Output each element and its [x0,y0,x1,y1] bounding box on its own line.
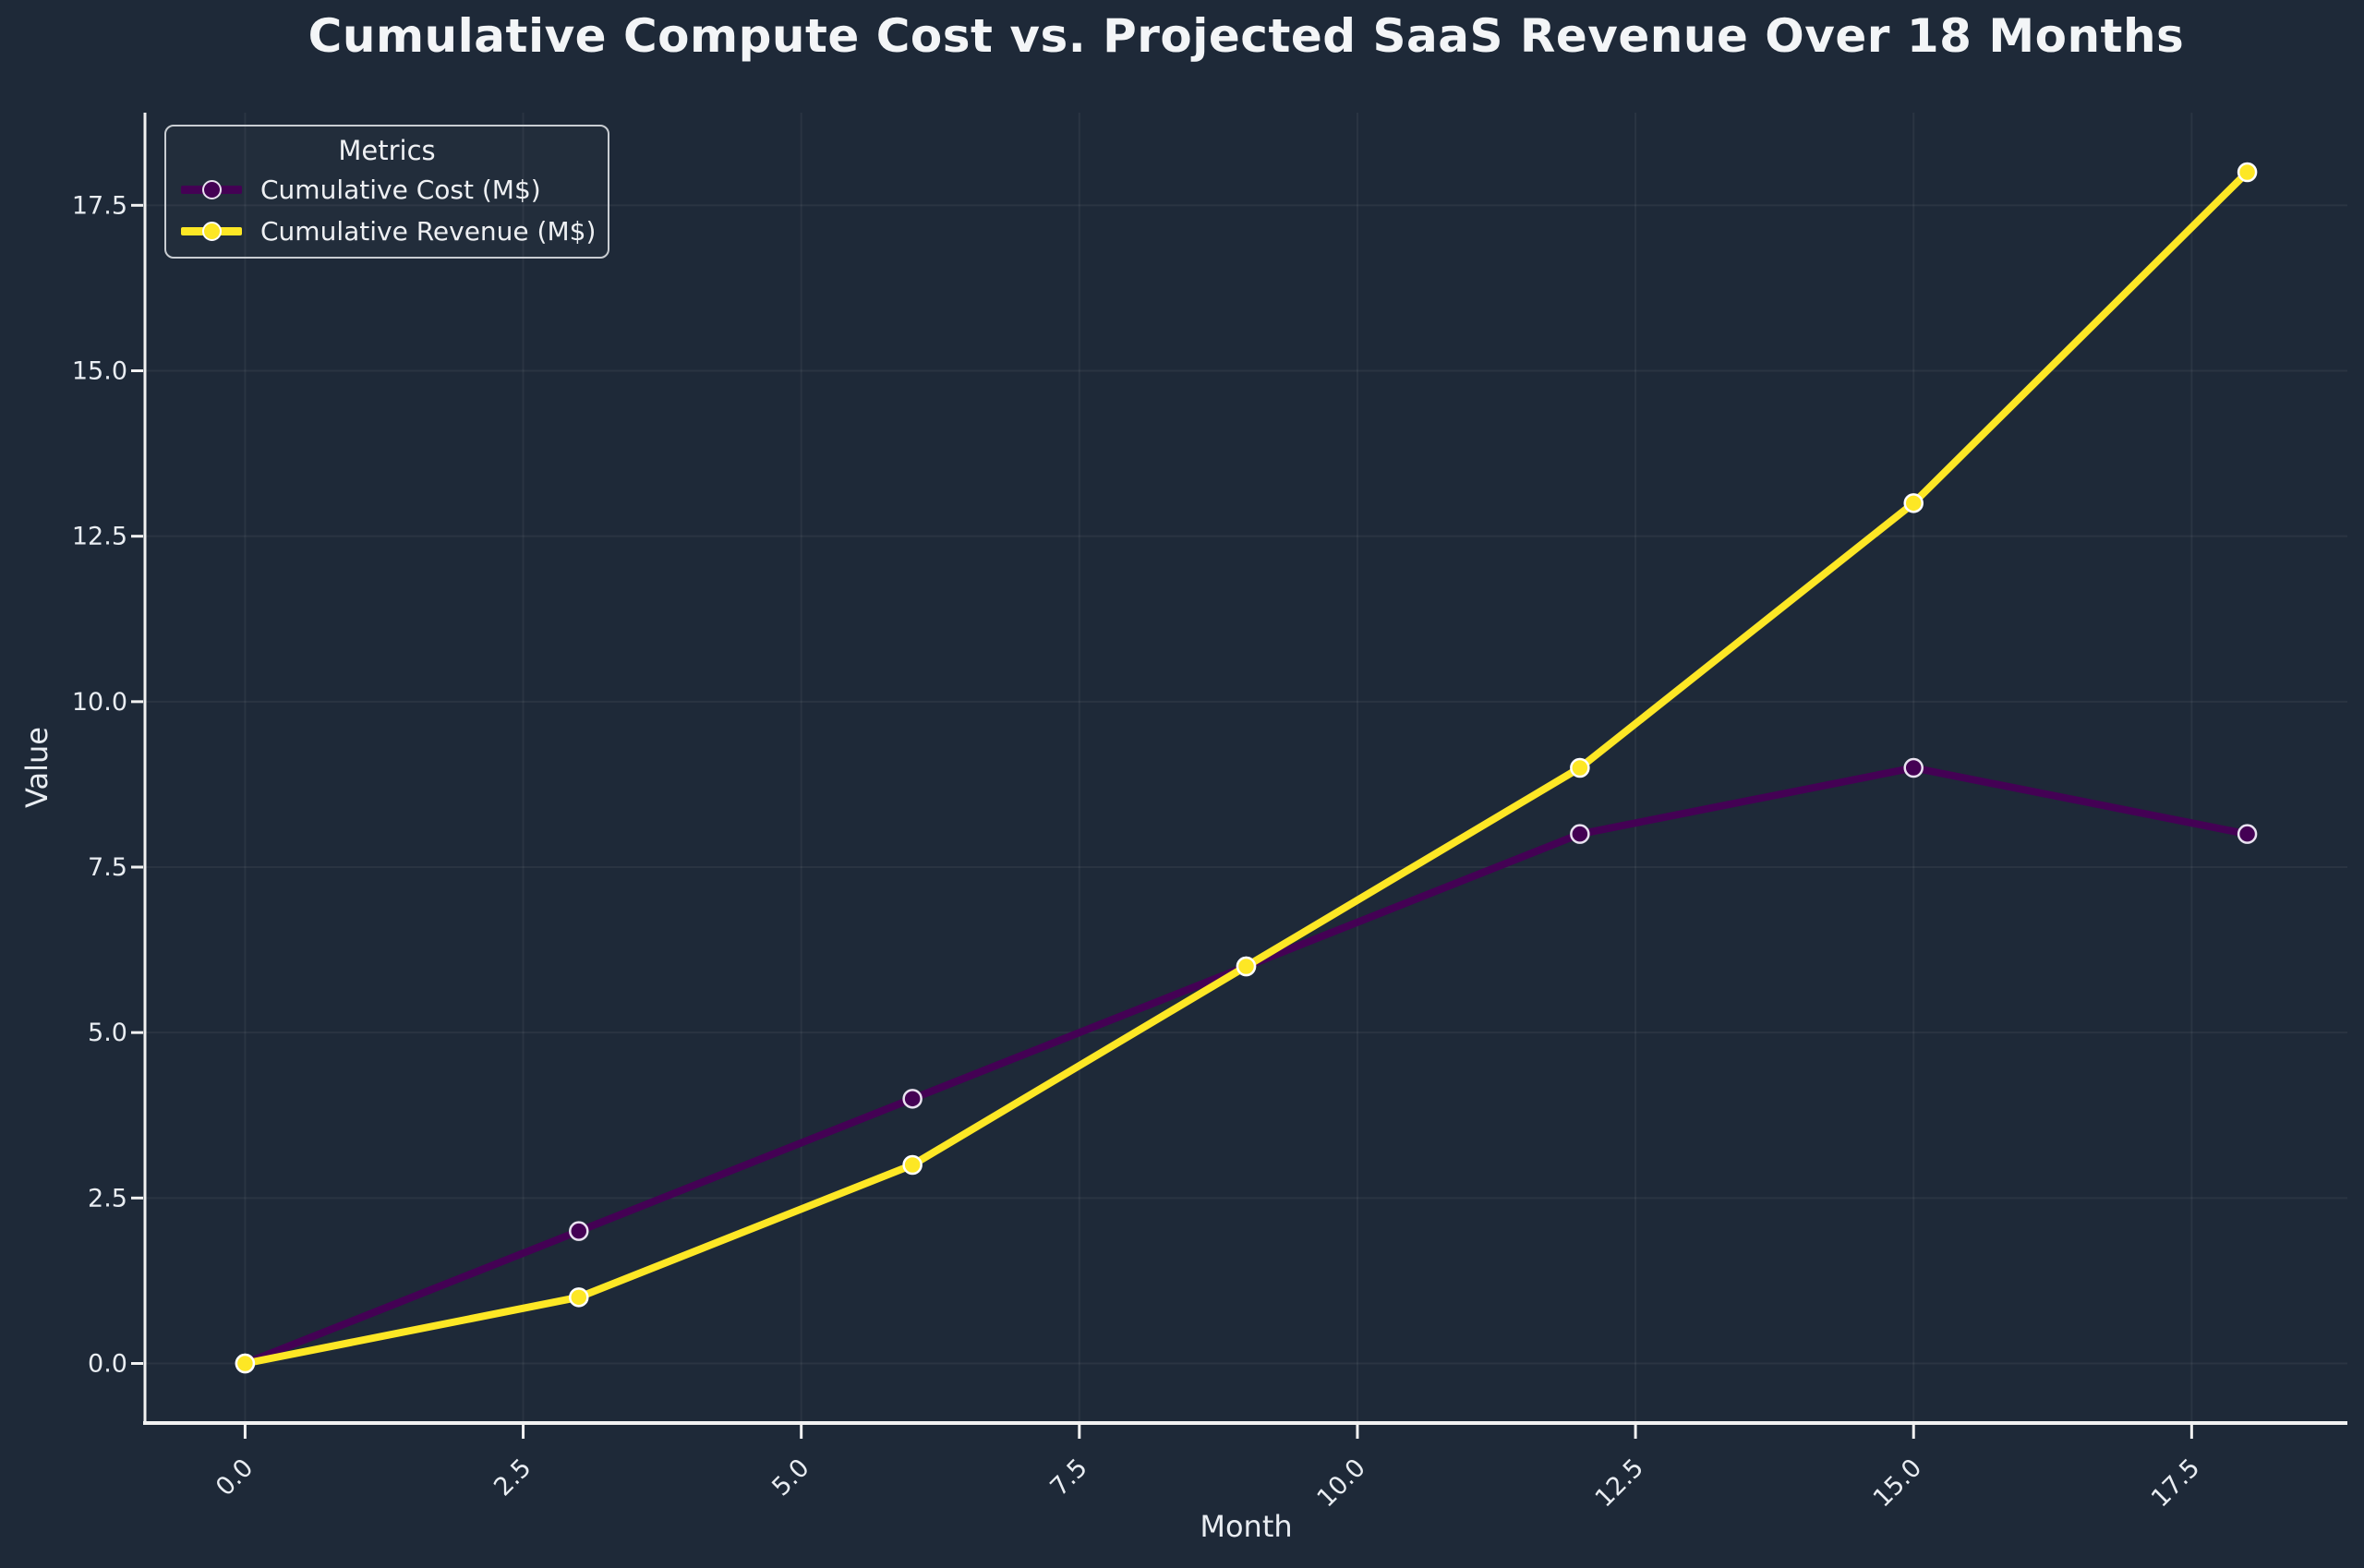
series-cost [235,757,2258,1374]
y-tick-label: 17.5 [72,191,127,220]
axis-ticks [131,203,2193,1439]
legend-label-revenue: Cumulative Revenue (M$) [260,216,597,247]
series-line [241,168,2251,1368]
chart-title: Cumulative Compute Cost vs. Projected Sa… [308,9,2185,63]
x-tick-label: 5.0 [766,1453,814,1502]
data-point-marker [2237,162,2258,183]
x-tick-label: 0.0 [211,1453,259,1502]
revenue-sample-marker-icon [201,222,222,241]
y-tick-label: 7.5 [88,853,127,882]
y-tick-label: 2.5 [88,1184,127,1212]
data-point-marker [1236,956,1257,977]
legend-title: Metrics [338,135,436,166]
data-point-marker [569,1287,589,1308]
y-tick-label: 10.0 [72,688,127,717]
x-axis-tick-labels: 0.0 2.5 5.0 7.5 10.0 12.5 15.0 17.5 [211,1453,2205,1513]
data-point-marker [902,1154,923,1176]
series-revenue [235,162,2258,1374]
x-tick-label: 10.0 [1311,1453,1370,1513]
legend-row-revenue: Cumulative Revenue (M$) [166,211,608,252]
data-point-marker [569,1221,589,1241]
legend-label-cost: Cumulative Cost (M$) [260,175,541,205]
x-tick-label: 7.5 [1044,1453,1092,1502]
series-line [241,764,2251,1368]
x-axis-label: Month [1200,1509,1293,1544]
y-tick-label: 15.0 [72,357,127,386]
y-tick-label: 0.0 [88,1350,127,1379]
gridlines [145,113,2347,1423]
legend: Metrics Cumulative Cost (M$) Cumulative … [164,125,609,259]
x-tick-label: 2.5 [488,1453,537,1502]
data-point-marker [1570,757,1590,778]
y-axis-label: Value [19,727,54,808]
revenue-line-sample-icon [181,221,242,243]
data-point-marker [1903,757,1924,778]
x-tick-label: 15.0 [1868,1453,1927,1513]
axis-spines [143,113,2347,1425]
data-point-marker [235,1353,256,1374]
x-tick-label: 12.5 [1590,1453,1649,1513]
data-point-marker [902,1089,923,1109]
y-tick-label: 12.5 [72,523,127,551]
data-point-marker [2237,824,2258,844]
cost-line-sample-icon [181,179,242,201]
legend-row-cost: Cumulative Cost (M$) [166,169,608,211]
y-axis-tick-labels: 0.0 2.5 5.0 7.5 10.0 12.5 15.0 17.5 [72,191,127,1378]
cost-sample-marker-icon [201,180,222,199]
data-point-marker [1903,493,1924,513]
y-tick-label: 5.0 [88,1019,127,1047]
x-tick-label: 17.5 [2146,1453,2205,1513]
data-point-marker [1570,824,1590,844]
